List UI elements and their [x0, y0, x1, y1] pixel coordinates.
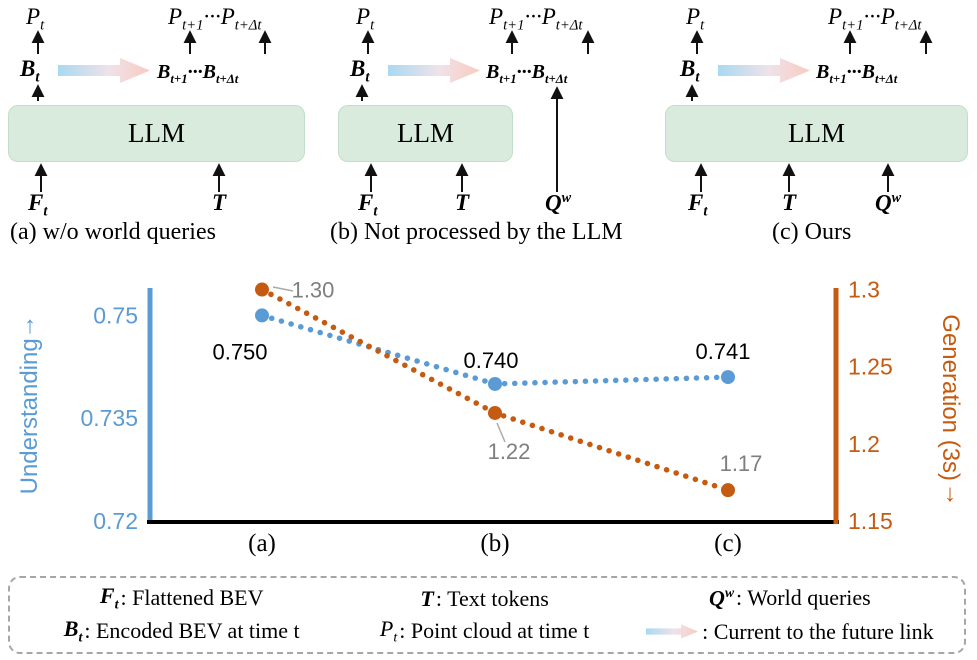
llm-box-b: LLM: [338, 105, 513, 162]
data-point: [488, 405, 502, 420]
symbol-T: T: [420, 585, 434, 611]
legend-text: : Flattened BEV: [120, 585, 264, 611]
data-label: 0.741: [695, 339, 750, 364]
left-axis-title-text: Understanding: [16, 338, 43, 495]
data-point: [488, 376, 502, 391]
legend-text: : Point cloud at time t: [399, 618, 590, 644]
left-tick-label: 0.735: [80, 405, 138, 431]
data-label: 0.740: [463, 348, 518, 373]
data-label: 0.750: [212, 339, 267, 364]
data-label: 1.17: [720, 451, 763, 476]
flow-arrow-icon: [646, 624, 699, 639]
label-pfuture-b: Pt+1···Pt+Δt: [489, 4, 583, 34]
legend-box: Ft: Flattened BEV T: Text tokens Qw: Wor…: [8, 576, 966, 654]
flow-arrow-icon: [58, 58, 150, 83]
data-label: 1.30: [292, 278, 335, 303]
category-label: (c): [714, 530, 742, 557]
symbol-B-t: Bt: [63, 616, 83, 646]
data-point: [255, 282, 269, 297]
right-axis-title-text: Generation (3s): [937, 314, 964, 482]
legend-text: : World queries: [736, 585, 871, 611]
caption-a: (a) w/o world queries: [10, 219, 216, 245]
label-qw-b: Qw: [545, 190, 572, 216]
legend-item-flattened-bev: Ft: Flattened BEV: [100, 583, 264, 613]
category-label: (a): [248, 530, 276, 557]
label-t-c: T: [782, 190, 797, 215]
leader-line: [272, 286, 294, 292]
data-point: [255, 308, 269, 323]
label-ft-a: Ft: [28, 190, 48, 220]
legend-item-future-link: : Current to the future link: [646, 619, 934, 645]
label-ft-b: Ft: [358, 190, 378, 220]
up-arrow-icon: ↑: [24, 311, 36, 339]
leader-line: [496, 422, 506, 443]
label-bt-b: Bt: [350, 56, 370, 86]
label-pfuture-c: Pt+1···Pt+Δt: [828, 4, 922, 34]
label-pfuture-a: Pt+1···Pt+Δt: [168, 4, 262, 34]
label-pt-b: Pt: [356, 4, 375, 34]
legend-item-encoded-bev: Bt: Encoded BEV at time t: [64, 616, 300, 646]
right-axis-title: Generation (3s) ↓: [936, 287, 964, 527]
legend-item-text-tokens: T: Text tokens: [420, 586, 548, 612]
label-bfuture-a: Bt+1···Bt+Δt: [157, 61, 239, 86]
llm-box-a: LLM: [8, 105, 305, 162]
label-bt-c: Bt: [680, 56, 700, 86]
caption-c: (c) Ours: [772, 219, 852, 245]
symbol-F-t: Ft: [99, 583, 119, 613]
right-tick-label: 1.15: [848, 508, 893, 534]
flow-arrow-icon: [718, 58, 810, 83]
data-label: 1.22: [488, 439, 531, 464]
right-tick-label: 1.25: [848, 354, 893, 380]
label-qw-c: Qw: [875, 190, 902, 216]
legend-text: : Encoded BEV at time t: [84, 618, 300, 644]
symbol-Q-w: Qw: [709, 585, 735, 611]
data-point: [721, 370, 735, 385]
label-bfuture-b: Bt+1···Bt+Δt: [486, 61, 568, 86]
flow-arrow-icon: [388, 58, 480, 83]
llm-box-c: LLM: [665, 105, 968, 162]
label-pt-c: Pt: [686, 4, 705, 34]
label-pt-a: Pt: [26, 4, 45, 34]
series-line: [259, 286, 731, 493]
legend-text: : Text tokens: [435, 585, 549, 611]
series-line: [259, 312, 731, 387]
category-label: (b): [480, 530, 509, 557]
label-bt-a: Bt: [20, 56, 40, 86]
label-bfuture-c: Bt+1···Bt+Δt: [816, 61, 898, 86]
down-arrow-icon: ↓: [944, 479, 956, 507]
legend-item-point-cloud: Pt: Point cloud at time t: [380, 616, 589, 646]
left-axis-title: Understanding ↑: [16, 291, 44, 523]
right-tick-label: 1.2: [848, 431, 880, 457]
legend-item-world-queries: Qw: World queries: [709, 585, 871, 611]
left-tick-label: 0.72: [93, 508, 138, 534]
data-point: [721, 483, 735, 498]
label-ft-c: Ft: [688, 190, 708, 220]
left-tick-label: 0.75: [93, 302, 138, 328]
caption-b: (b) Not processed by the LLM: [330, 219, 623, 245]
label-t-a: T: [212, 190, 227, 215]
right-tick-label: 1.3: [848, 277, 880, 303]
legend-text: : Current to the future link: [702, 618, 934, 644]
label-t-b: T: [455, 190, 470, 215]
symbol-P-t: Pt: [379, 616, 398, 646]
